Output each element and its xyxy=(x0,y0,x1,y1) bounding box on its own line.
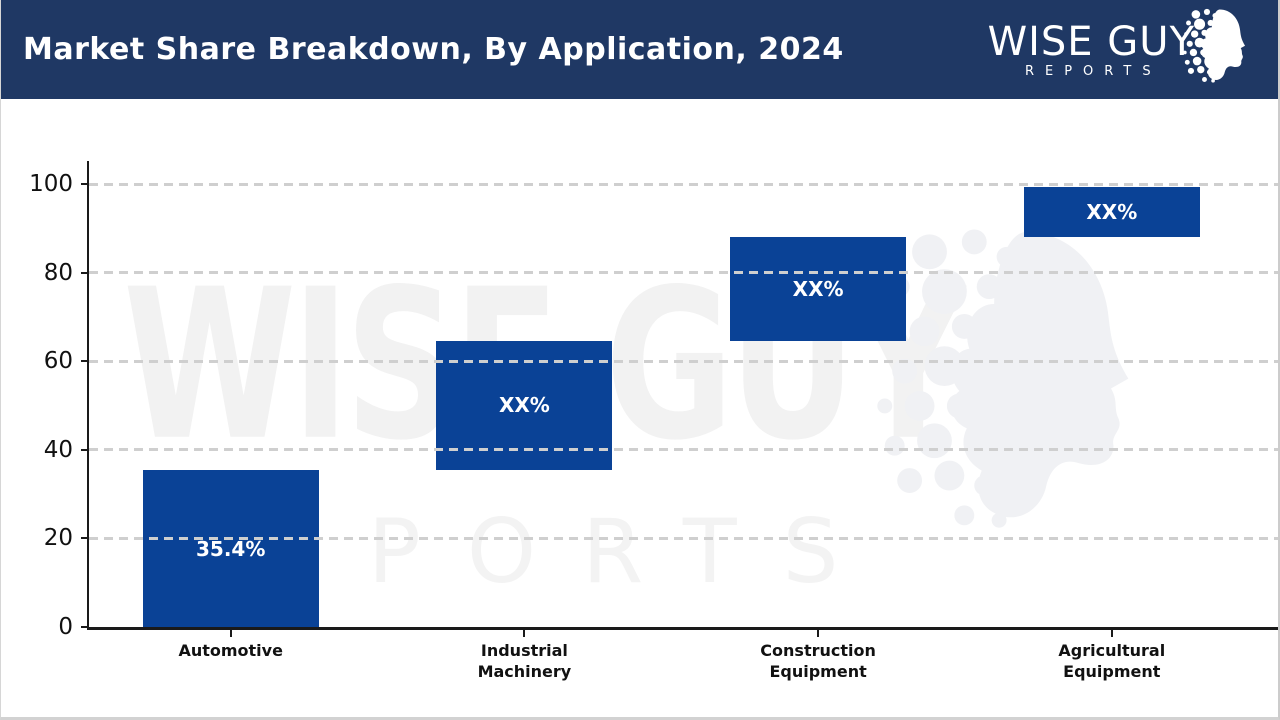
category-label-line: Equipment xyxy=(769,662,867,681)
category-label: Agricultural Equipment xyxy=(987,640,1237,682)
category-label-line: Automotive xyxy=(178,641,283,660)
x-tick-mark xyxy=(817,629,820,637)
y-tick-label: 40 xyxy=(43,436,73,463)
bar-value-label: 35.4% xyxy=(195,536,266,561)
category-label-line: Agricultural xyxy=(1058,641,1166,660)
category-label-line: Machinery xyxy=(477,662,572,681)
brand-subname: REPORTS xyxy=(1024,63,1162,79)
y-tick-label: 80 xyxy=(43,259,73,286)
bar-value-label: XX% xyxy=(1086,199,1138,224)
category-label: Construction Equipment xyxy=(693,640,943,682)
brand-logo: WISE GUY REPORTS xyxy=(988,7,1255,93)
bar-segment xyxy=(1023,187,1200,237)
y-tick-label: 0 xyxy=(58,614,73,640)
category-label-line: Equipment xyxy=(1063,662,1161,681)
bar-value-label: XX% xyxy=(792,276,844,301)
y-tick-label: 100 xyxy=(29,171,73,198)
brand-logo-text: WISE GUY REPORTS xyxy=(988,22,1195,78)
gridline-40 xyxy=(89,448,1278,452)
chart-title: Market Share Breakdown, By Application, … xyxy=(23,32,844,67)
gridline-100 xyxy=(89,182,1278,186)
y-tick-mark xyxy=(81,183,89,186)
gridline-80 xyxy=(89,271,1278,275)
y-tick-mark xyxy=(81,360,89,363)
y-tick-mark xyxy=(81,271,89,274)
gridline-60 xyxy=(89,359,1278,363)
y-tick-label: 60 xyxy=(43,348,73,375)
waterfall-chart: 0 20 40 60 80 100 35.4% Automotive XX% Industrial… xyxy=(1,99,1278,717)
y-axis-line xyxy=(87,161,89,630)
y-tick-mark xyxy=(81,537,89,540)
x-tick-mark xyxy=(229,629,232,637)
brand-name: WISE GUY xyxy=(987,18,1195,65)
x-tick-mark xyxy=(523,629,526,637)
y-tick-mark xyxy=(81,448,89,451)
category-label: Industrial Machinery xyxy=(399,640,649,682)
bar-segment xyxy=(142,470,319,627)
category-label: Automotive xyxy=(106,640,356,661)
bar-value-label: XX% xyxy=(498,393,550,418)
x-tick-mark xyxy=(1110,629,1113,637)
y-tick-mark xyxy=(81,626,89,628)
brand-head-icon xyxy=(1182,8,1246,83)
category-label-line: Construction xyxy=(760,641,876,660)
x-axis-line xyxy=(87,627,1278,630)
category-label-line: Industrial xyxy=(480,641,568,660)
y-tick-label: 20 xyxy=(43,525,73,552)
header-bar: Market Share Breakdown, By Application, … xyxy=(1,0,1278,99)
bar-segment xyxy=(730,236,907,341)
gridline-20 xyxy=(89,536,1278,540)
